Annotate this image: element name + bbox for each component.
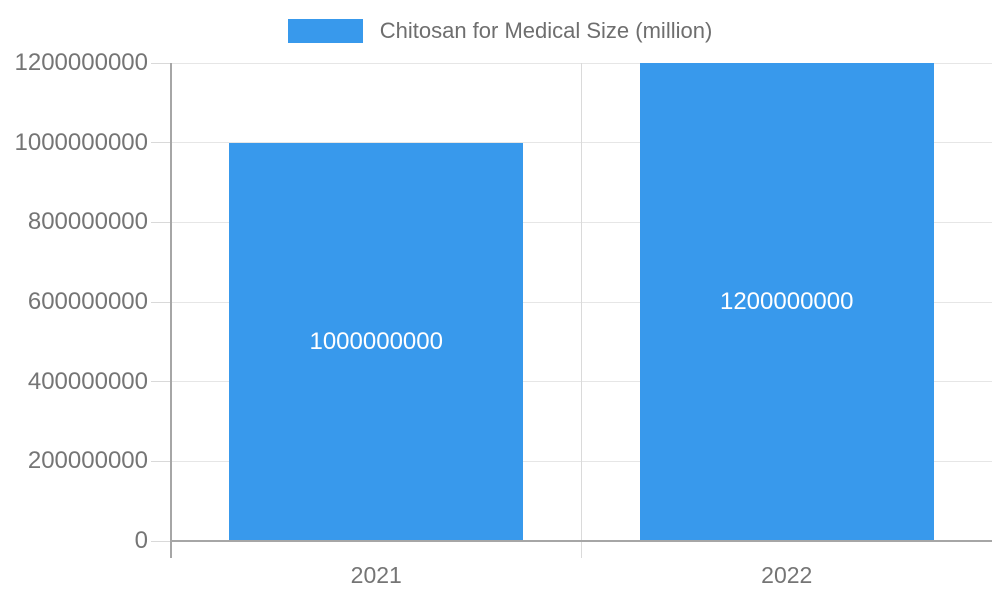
category-separator [581,63,582,558]
y-axis-line [170,63,172,558]
bar[interactable]: 1000000000 [229,142,524,540]
x-axis-baseline [171,540,992,542]
chart-legend: Chitosan for Medical Size (million) [0,18,1000,43]
legend-label: Chitosan for Medical Size (million) [379,18,713,43]
x-tick-label: 2022 [761,562,813,588]
bar[interactable]: 1200000000 [639,63,934,540]
y-tick-label: 0 [134,527,148,554]
y-tick-label: 600000000 [27,288,148,315]
y-tick-label: 800000000 [27,208,148,236]
y-tick-mark [151,301,171,303]
y-tick-mark [151,142,171,144]
bar-value-label: 1200000000 [719,288,854,315]
y-tick-label: 1200000000 [14,49,148,76]
y-tick-mark [151,62,171,64]
x-tick-label: 2021 [350,562,402,588]
y-tick-mark [151,381,171,383]
y-tick-mark [151,460,171,462]
bar-value-label: 1000000000 [309,327,443,355]
y-tick-mark [151,540,171,542]
y-tick-label: 1000000000 [14,128,148,156]
y-tick-mark [151,221,171,223]
y-tick-label: 200000000 [27,447,148,475]
y-tick-label: 400000000 [27,367,148,395]
legend-swatch [287,19,363,43]
